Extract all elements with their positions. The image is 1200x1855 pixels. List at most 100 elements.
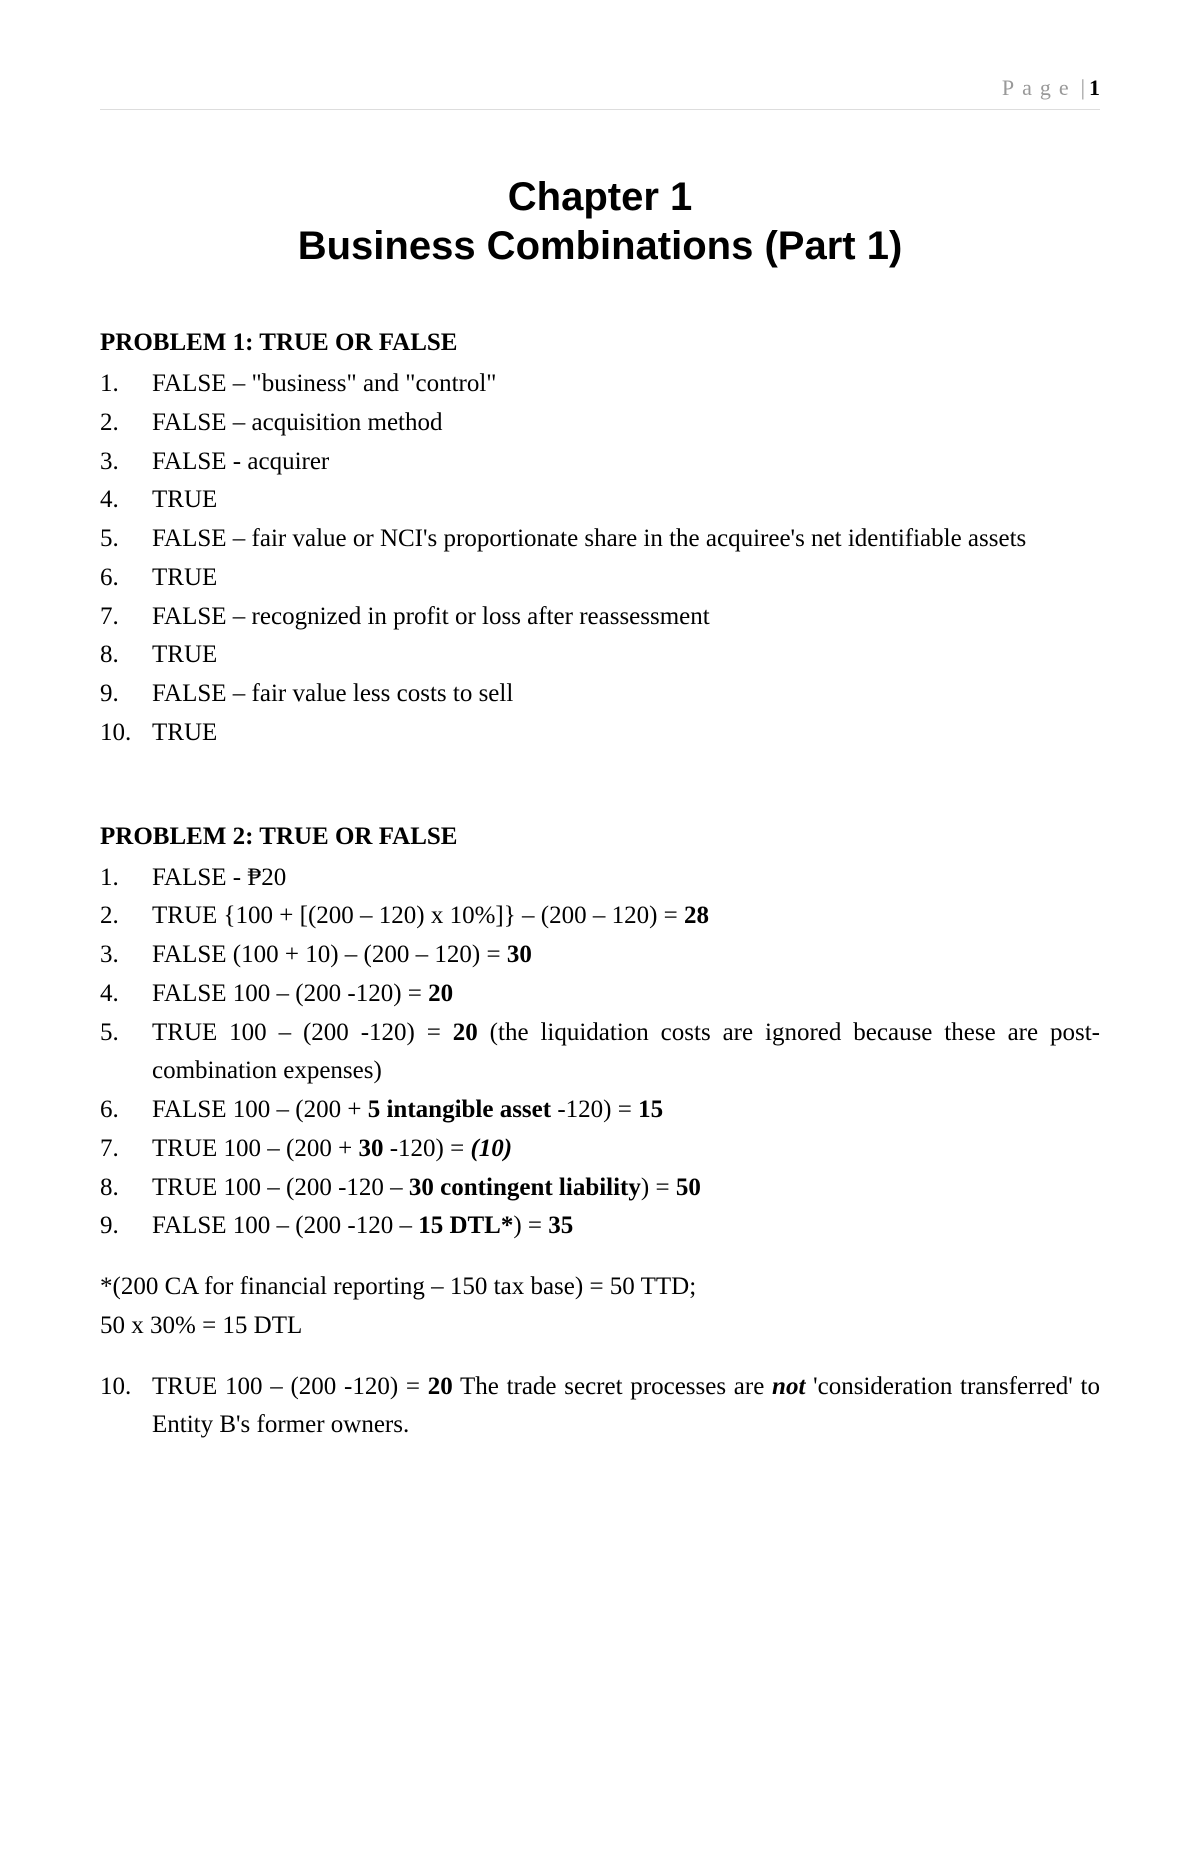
- problem-1-heading: PROBLEM 1: TRUE OR FALSE: [100, 329, 1100, 357]
- item-content: FALSE 100 – (200 -120 – 15 DTL*) = 35: [152, 1207, 1100, 1246]
- text-run: 50: [676, 1174, 701, 1201]
- page-header: Page|1: [100, 75, 1100, 110]
- item-content: TRUE 100 – (200 -120) = 20 The trade sec…: [152, 1368, 1100, 1446]
- item-number: 5.: [100, 520, 152, 559]
- list-item: 10.TRUE: [100, 714, 1100, 753]
- page-number: 1: [1089, 75, 1100, 100]
- list-item: 1.FALSE – "business" and "control": [100, 365, 1100, 404]
- item-number: 3.: [100, 443, 152, 482]
- list-item: 8.TRUE 100 – (200 -120 – 30 contingent l…: [100, 1169, 1100, 1208]
- footnote-line-1: *(200 CA for financial reporting – 150 t…: [100, 1268, 1100, 1307]
- text-run: 20: [428, 980, 453, 1007]
- text-run: FALSE 100 – (200 -120 –: [152, 1212, 418, 1239]
- text-run: FALSE – "business" and "control": [152, 370, 497, 397]
- text-run: TRUE 100 – (200 -120) =: [152, 1019, 453, 1046]
- text-run: 15 DTL*: [418, 1212, 513, 1239]
- item-content: FALSE – fair value less costs to sell: [152, 675, 1100, 714]
- item-content: TRUE: [152, 636, 1100, 675]
- item-content: TRUE 100 – (200 -120) = 20 (the liquidat…: [152, 1014, 1100, 1092]
- item-number: 10.: [100, 714, 152, 753]
- problem-2-list: 1.FALSE - ₱202.TRUE {100 + [(200 – 120) …: [100, 859, 1100, 1247]
- item-number: 1.: [100, 859, 152, 898]
- text-run: 20: [453, 1019, 478, 1046]
- text-run: 30: [507, 941, 532, 968]
- list-item: 2.TRUE {100 + [(200 – 120) x 10%]} – (20…: [100, 897, 1100, 936]
- text-run: TRUE 100 – (200 +: [152, 1135, 358, 1162]
- list-item: 2.FALSE – acquisition method: [100, 404, 1100, 443]
- list-item: 4.FALSE 100 – (200 -120) = 20: [100, 975, 1100, 1014]
- item-number: 10.: [100, 1368, 152, 1407]
- problem-2-section: PROBLEM 2: TRUE OR FALSE 1.FALSE - ₱202.…: [100, 823, 1100, 1446]
- footnote-line-2: 50 x 30% = 15 DTL: [100, 1307, 1100, 1346]
- text-run: (10): [470, 1135, 512, 1162]
- item-content: TRUE: [152, 559, 1100, 598]
- item-number: 6.: [100, 1091, 152, 1130]
- text-run: TRUE 100 – (200 -120 –: [152, 1174, 409, 1201]
- text-run: 35: [548, 1212, 573, 1239]
- problem-1-section: PROBLEM 1: TRUE OR FALSE 1.FALSE – "busi…: [100, 329, 1100, 753]
- text-run: not: [772, 1373, 805, 1400]
- list-item: 10.TRUE 100 – (200 -120) = 20 The trade …: [100, 1368, 1100, 1446]
- problem-1-list: 1.FALSE – "business" and "control"2.FALS…: [100, 365, 1100, 753]
- text-run: FALSE – acquisition method: [152, 409, 443, 436]
- item-number: 5.: [100, 1014, 152, 1053]
- item-content: FALSE 100 – (200 -120) = 20: [152, 975, 1100, 1014]
- item-number: 4.: [100, 481, 152, 520]
- item-number: 7.: [100, 1130, 152, 1169]
- list-item: 4.TRUE: [100, 481, 1100, 520]
- text-run: ) =: [513, 1212, 548, 1239]
- item-content: FALSE – acquisition method: [152, 404, 1100, 443]
- chapter-title: Business Combinations (Part 1): [100, 224, 1100, 269]
- item-content: TRUE: [152, 481, 1100, 520]
- item-number: 6.: [100, 559, 152, 598]
- item-number: 3.: [100, 936, 152, 975]
- item-content: TRUE 100 – (200 -120 – 30 contingent lia…: [152, 1169, 1100, 1208]
- text-run: FALSE - ₱20: [152, 864, 286, 891]
- text-run: The trade secret processes are: [453, 1373, 772, 1400]
- list-item: 5.FALSE – fair value or NCI's proportion…: [100, 520, 1100, 559]
- text-run: FALSE – fair value less costs to sell: [152, 680, 513, 707]
- text-run: 20: [428, 1373, 453, 1400]
- item-number: 1.: [100, 365, 152, 404]
- list-item: 8.TRUE: [100, 636, 1100, 675]
- text-run: 5 intangible asset: [368, 1096, 551, 1123]
- item-content: FALSE (100 + 10) – (200 – 120) = 30: [152, 936, 1100, 975]
- text-run: FALSE – recognized in profit or loss aft…: [152, 603, 710, 630]
- item-number: 8.: [100, 636, 152, 675]
- list-item: 1.FALSE - ₱20: [100, 859, 1100, 898]
- text-run: -120) =: [551, 1096, 638, 1123]
- item-content: FALSE – fair value or NCI's proportionat…: [152, 520, 1100, 559]
- item-number: 2.: [100, 404, 152, 443]
- text-run: TRUE {100 + [(200 – 120) x 10%]} – (200 …: [152, 902, 684, 929]
- text-run: 30: [358, 1135, 383, 1162]
- item-content: FALSE - ₱20: [152, 859, 1100, 898]
- text-run: TRUE: [152, 719, 217, 746]
- text-run: FALSE 100 – (200 -120) =: [152, 980, 428, 1007]
- text-run: FALSE 100 – (200 +: [152, 1096, 368, 1123]
- item-number: 9.: [100, 1207, 152, 1246]
- text-run: -120) =: [383, 1135, 470, 1162]
- text-run: TRUE: [152, 641, 217, 668]
- text-run: TRUE 100 – (200 -120) =: [152, 1373, 428, 1400]
- text-run: TRUE: [152, 486, 217, 513]
- item-content: FALSE - acquirer: [152, 443, 1100, 482]
- problem-2-list-cont: 10.TRUE 100 – (200 -120) = 20 The trade …: [100, 1368, 1100, 1446]
- problem-2-footnote: *(200 CA for financial reporting – 150 t…: [100, 1268, 1100, 1346]
- text-run: ) =: [641, 1174, 676, 1201]
- problem-2-heading: PROBLEM 2: TRUE OR FALSE: [100, 823, 1100, 851]
- list-item: 3.FALSE - acquirer: [100, 443, 1100, 482]
- item-number: 8.: [100, 1169, 152, 1208]
- page-label: Page: [1002, 75, 1077, 100]
- list-item: 5.TRUE 100 – (200 -120) = 20 (the liquid…: [100, 1014, 1100, 1092]
- text-run: FALSE - acquirer: [152, 448, 329, 475]
- list-item: 7.TRUE 100 – (200 + 30 -120) = (10): [100, 1130, 1100, 1169]
- text-run: TRUE: [152, 564, 217, 591]
- item-number: 7.: [100, 598, 152, 637]
- chapter-heading: Chapter 1 Business Combinations (Part 1): [100, 175, 1100, 269]
- list-item: 9.FALSE 100 – (200 -120 – 15 DTL*) = 35: [100, 1207, 1100, 1246]
- list-item: 6.TRUE: [100, 559, 1100, 598]
- item-number: 4.: [100, 975, 152, 1014]
- page-separator: |: [1081, 75, 1085, 100]
- text-run: 15: [638, 1096, 663, 1123]
- list-item: 3.FALSE (100 + 10) – (200 – 120) = 30: [100, 936, 1100, 975]
